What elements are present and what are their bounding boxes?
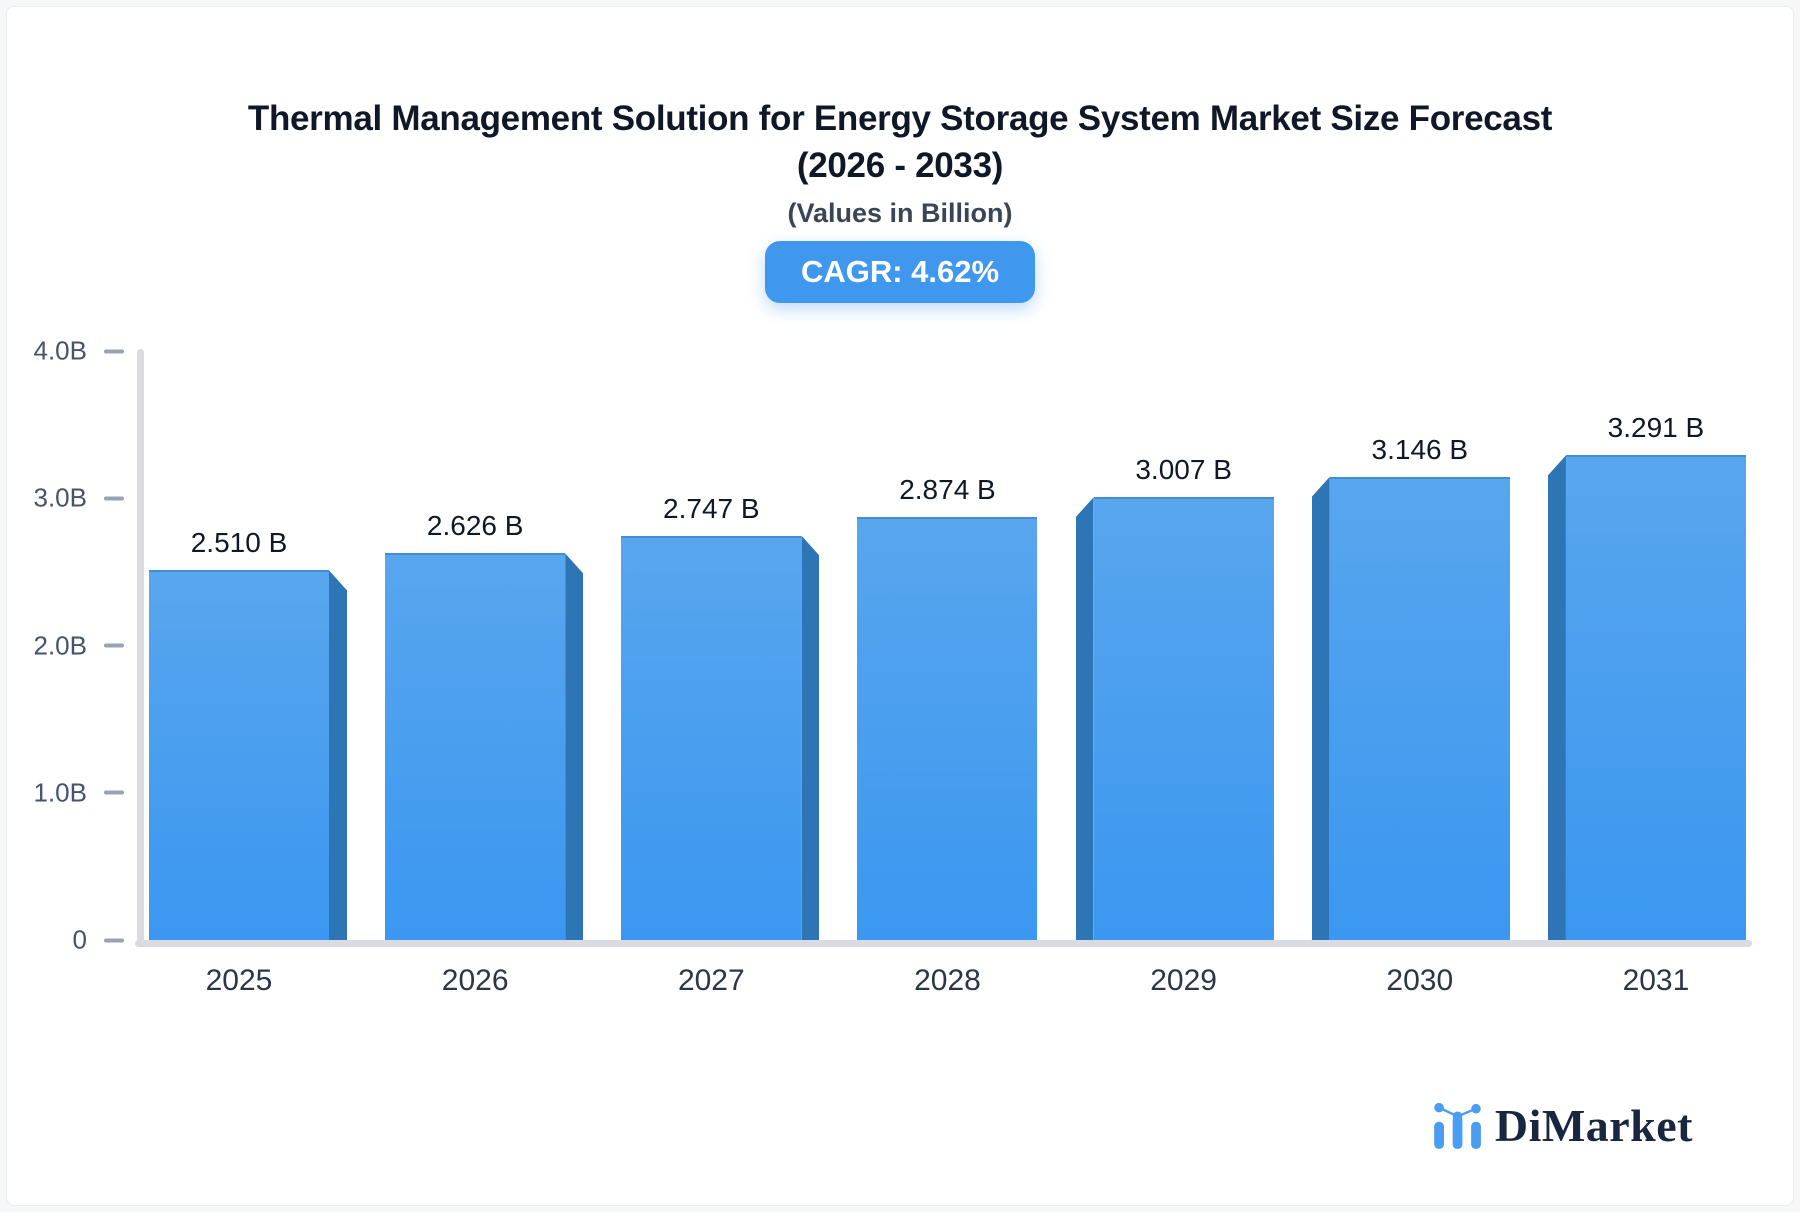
cagr-badge: CAGR: 4.62% xyxy=(764,241,1036,303)
y-tick-dash xyxy=(104,643,124,648)
x-axis-label: 2027 xyxy=(677,964,745,997)
bar-face xyxy=(1093,497,1274,940)
bar-group-2027: 2.747 B 2027 xyxy=(621,351,820,997)
bar-group-2026: 2.626 B 2026 xyxy=(385,351,584,997)
y-tick-dash xyxy=(104,496,124,501)
chart-header: Thermal Management Solution for Energy S… xyxy=(7,95,1793,303)
bar: 2.874 B xyxy=(857,474,1038,940)
bar-group-2031: 3.291 B 2031 xyxy=(1547,351,1746,997)
x-axis-label: 2025 xyxy=(205,964,273,997)
bar-group-2029: 3.007 B 2029 xyxy=(1075,351,1274,997)
bar-value-label: 3.291 B xyxy=(1607,412,1705,444)
y-axis-line xyxy=(137,349,144,947)
bar-3d-side xyxy=(1547,455,1566,940)
dimarket-logo-text: DiMarket xyxy=(1494,1100,1693,1151)
bar-3d-side xyxy=(1311,476,1330,940)
y-tick-dash xyxy=(104,938,124,942)
bar-face xyxy=(385,553,566,940)
chart-title-line1: Thermal Management Solution for Energy S… xyxy=(247,99,1553,138)
y-tick-dash xyxy=(104,790,124,795)
y-tick-dash xyxy=(104,349,124,353)
bar: 3.007 B xyxy=(1075,454,1274,940)
y-tick-label: 2.0B xyxy=(33,630,88,660)
bars: 2.510 B 2025 2.626 B 2026 2.747 B 2027 2.874 B… xyxy=(149,351,1746,997)
x-axis-label: 2028 xyxy=(914,964,981,997)
x-axis-label: 2029 xyxy=(1150,964,1217,997)
bar: 3.146 B xyxy=(1311,434,1510,940)
bar-value-label: 3.146 B xyxy=(1371,433,1469,465)
y-tick-label: 4.0B xyxy=(33,335,88,366)
chart-card: Thermal Management Solution for Energy S… xyxy=(6,6,1794,1206)
y-tick: 2.0B xyxy=(33,630,124,661)
x-axis-label: 2031 xyxy=(1622,964,1690,997)
chart-subtitle: (Values in Billion) xyxy=(787,198,1013,228)
bar-face xyxy=(621,535,802,940)
bar-3d-side xyxy=(329,570,347,940)
y-tick-label: 3.0B xyxy=(33,482,88,513)
y-tick-label: 1.0B xyxy=(33,777,88,808)
chart-title-line2: (2026 - 2033) xyxy=(796,146,1004,185)
bar-value-label: 3.007 B xyxy=(1135,454,1232,486)
x-axis-label: 2026 xyxy=(441,964,509,997)
bar-value-label: 2.747 B xyxy=(663,492,760,524)
y-tick: 4.0B xyxy=(33,335,124,367)
bar-face xyxy=(1329,476,1510,940)
bar-3d-side xyxy=(1075,497,1094,940)
bar: 2.510 B xyxy=(149,527,347,940)
bar-group-2028: 2.874 B 2028 xyxy=(857,351,1038,997)
bar-group-2025: 2.510 B 2025 xyxy=(149,351,347,997)
bar-value-label: 2.626 B xyxy=(426,510,524,542)
bar-face xyxy=(857,516,1038,940)
y-tick-label: 0 xyxy=(72,924,87,955)
bar-value-label: 2.874 B xyxy=(899,473,996,505)
bar-group-2030: 3.146 B 2030 xyxy=(1311,351,1510,997)
bar: 2.747 B xyxy=(621,493,820,940)
dimarket-logo-icon xyxy=(1434,1102,1481,1149)
bar: 2.626 B xyxy=(385,510,584,940)
y-tick: 3.0B xyxy=(33,482,124,514)
dimarket-logo: DiMarket xyxy=(1432,1101,1693,1149)
plot-area: 4.0B 3.0B 2.0B 1.0B 0 2.510 B 2025 2.626 B 2026… xyxy=(34,336,1752,997)
bar-value-label: 2.510 B xyxy=(190,527,288,559)
x-axis-label: 2030 xyxy=(1386,964,1454,997)
bar-face xyxy=(1565,455,1746,940)
x-axis-line xyxy=(135,940,1752,947)
bar: 3.291 B xyxy=(1547,412,1746,940)
bar-face xyxy=(149,570,329,940)
bar-3d-side xyxy=(801,535,820,940)
bar-3d-side xyxy=(565,553,584,940)
y-tick: 0 xyxy=(73,925,124,956)
y-tick: 1.0B xyxy=(33,777,124,808)
